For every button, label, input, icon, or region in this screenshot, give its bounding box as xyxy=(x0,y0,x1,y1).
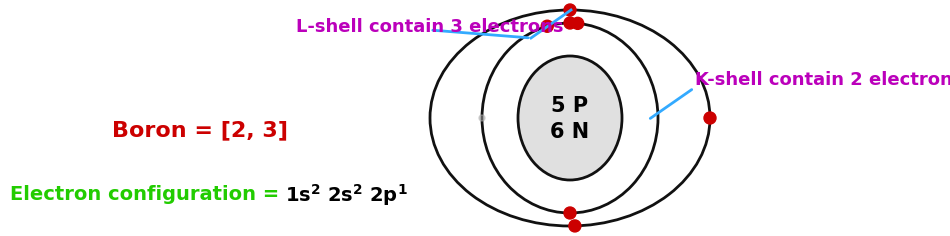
Circle shape xyxy=(564,17,576,29)
Text: 6 N: 6 N xyxy=(550,122,590,142)
Text: Boron = [2, 3]: Boron = [2, 3] xyxy=(112,120,288,140)
Circle shape xyxy=(704,112,716,124)
Circle shape xyxy=(572,17,583,29)
Text: $\mathbf{1s^2}$ $\mathbf{2s^2}$ $\mathbf{2p^1}$: $\mathbf{1s^2}$ $\mathbf{2s^2}$ $\mathbf… xyxy=(285,182,408,208)
Circle shape xyxy=(569,220,580,232)
Text: 5 P: 5 P xyxy=(551,96,589,116)
Circle shape xyxy=(564,4,576,16)
Circle shape xyxy=(542,20,553,32)
Text: K-shell contain 2 electrons: K-shell contain 2 electrons xyxy=(695,71,950,89)
Text: Electron configuration =: Electron configuration = xyxy=(10,185,286,205)
Ellipse shape xyxy=(518,56,622,180)
Circle shape xyxy=(479,115,485,121)
Circle shape xyxy=(564,207,576,219)
Text: L-shell contain 3 electrons: L-shell contain 3 electrons xyxy=(296,18,563,36)
